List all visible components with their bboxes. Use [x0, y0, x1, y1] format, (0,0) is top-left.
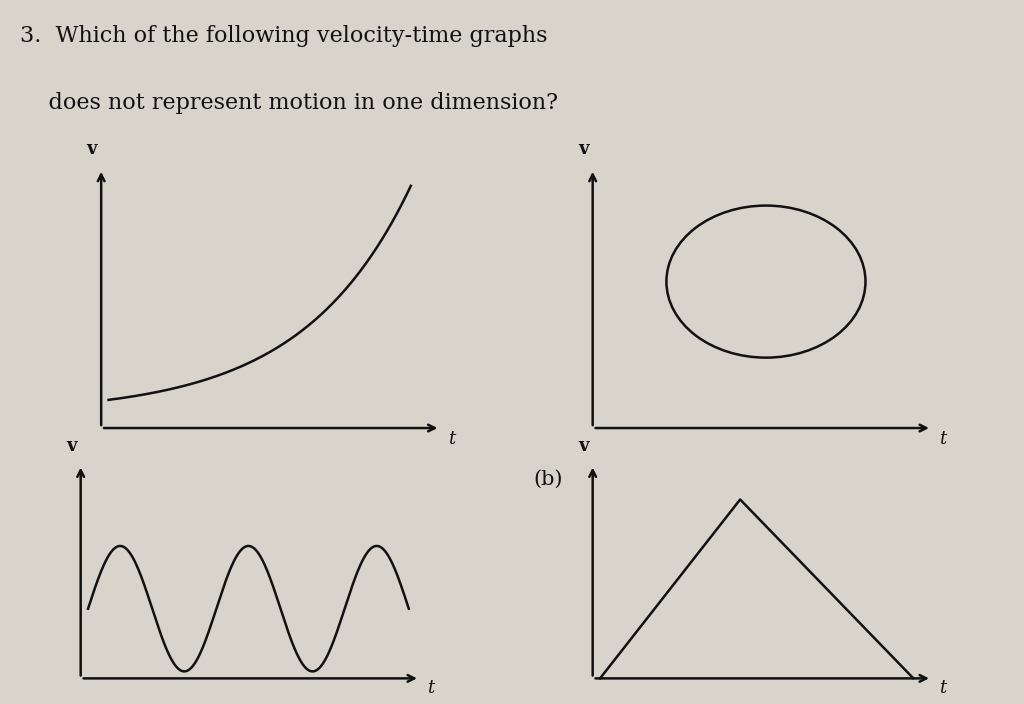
- Text: 3.  Which of the following velocity-time graphs: 3. Which of the following velocity-time …: [20, 25, 548, 47]
- Text: (b): (b): [534, 470, 563, 489]
- Text: v: v: [578, 437, 589, 455]
- Text: t: t: [939, 679, 946, 697]
- Text: t: t: [939, 430, 946, 448]
- Text: does not represent motion in one dimension?: does not represent motion in one dimensi…: [20, 92, 558, 113]
- Text: v: v: [86, 139, 97, 158]
- Text: v: v: [66, 437, 77, 455]
- Text: t: t: [447, 430, 455, 448]
- Text: t: t: [427, 679, 434, 697]
- Text: v: v: [578, 139, 589, 158]
- Text: (a): (a): [53, 470, 82, 489]
